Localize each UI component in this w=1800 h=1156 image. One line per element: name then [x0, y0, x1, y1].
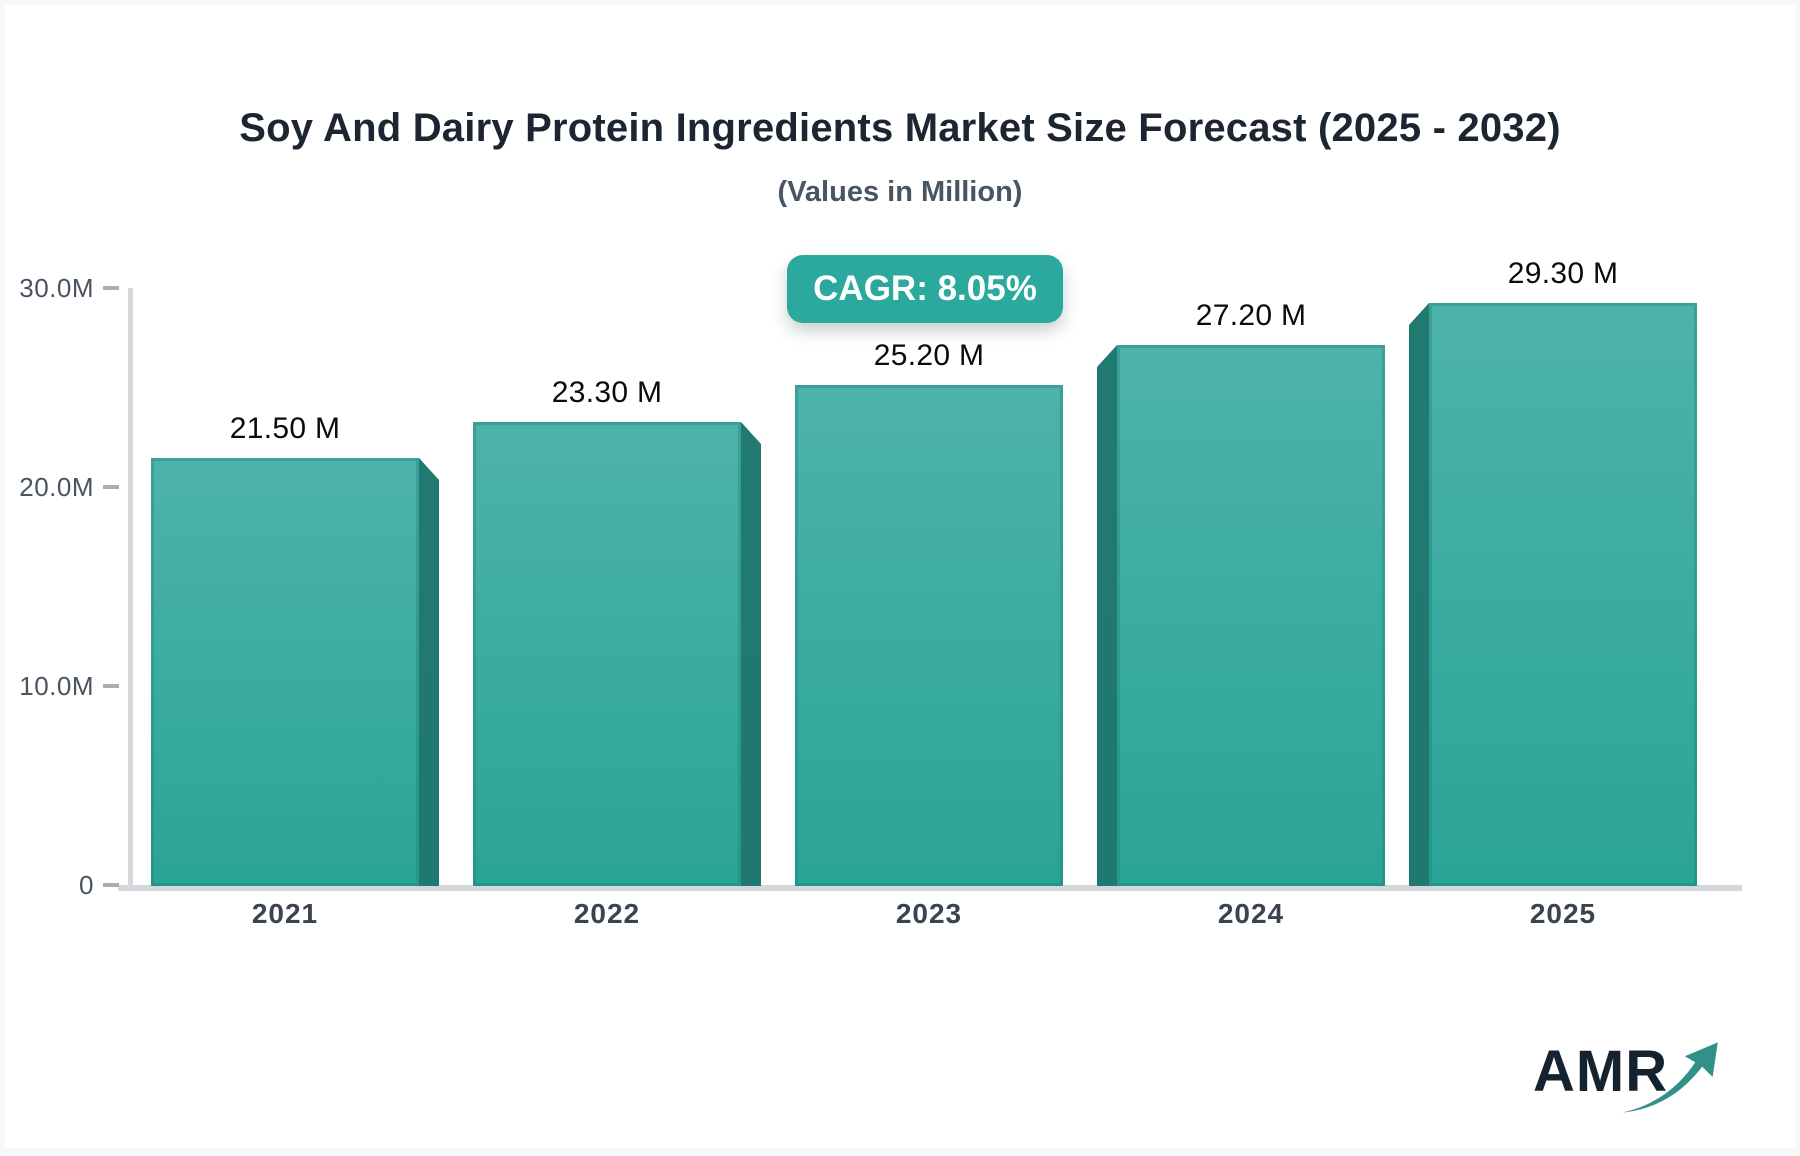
- bar-3d-side: [1409, 303, 1429, 886]
- y-tick-label: 0: [79, 869, 94, 900]
- bar-value-label: 25.20 M: [873, 339, 985, 372]
- bar-group-2021: 21.50 M: [151, 412, 439, 886]
- amr-logo: AMR: [1533, 1038, 1733, 1118]
- bar-3d-side: [419, 458, 439, 886]
- x-axis-label-2024: 2024: [1217, 898, 1285, 929]
- bar-group-2023: 25.20 M: [795, 339, 1063, 886]
- trend-up-arrow-icon: [1622, 1042, 1718, 1113]
- bar-value-label: 21.50 M: [229, 412, 341, 445]
- bar-group-2024: 27.20 M: [1097, 299, 1385, 886]
- bar-2021: [151, 458, 419, 886]
- y-tick-label: 10.0M: [19, 670, 94, 701]
- tick-mark: [103, 684, 119, 688]
- tick-mark: [103, 883, 119, 887]
- bar-2025: [1429, 303, 1697, 886]
- x-axis-label-2021: 2021: [251, 898, 319, 929]
- bar-value-label: 27.20 M: [1195, 299, 1307, 332]
- chart-subtitle: (Values in Million): [777, 176, 1023, 208]
- tick-mark: [103, 286, 119, 290]
- y-tick-label: 30.0M: [19, 272, 94, 303]
- bar-group-2025: 29.30 M: [1409, 257, 1697, 886]
- y-tick-20m: 20.0M: [0, 472, 119, 502]
- y-tick-10m: 10.0M: [0, 671, 119, 701]
- y-tick-label: 20.0M: [19, 471, 94, 502]
- bar-3d-side: [741, 422, 761, 886]
- bar-3d-side: [1097, 345, 1117, 886]
- cagr-badge: CAGR: 8.05%: [787, 255, 1063, 323]
- amr-logo-text: AMR: [1533, 1039, 1669, 1104]
- bar-value-label: 23.30 M: [551, 376, 663, 409]
- tick-mark: [103, 485, 119, 489]
- y-axis-line: [128, 288, 133, 891]
- bar-2023: [795, 385, 1063, 886]
- bar-2024: [1117, 345, 1385, 886]
- bar-2022: [473, 422, 741, 886]
- x-axis-label-2025: 2025: [1529, 898, 1597, 929]
- chart-title: Soy And Dairy Protein Ingredients Market…: [239, 106, 1561, 150]
- x-axis-label-2022: 2022: [573, 898, 641, 929]
- bar-value-label: 29.30 M: [1507, 257, 1619, 290]
- x-axis-label-2023: 2023: [895, 898, 963, 929]
- bar-group-2022: 23.30 M: [473, 376, 761, 886]
- y-tick-30m: 30.0M: [0, 273, 119, 303]
- x-axis-line: [118, 885, 1742, 891]
- y-tick-0: 0: [0, 870, 119, 900]
